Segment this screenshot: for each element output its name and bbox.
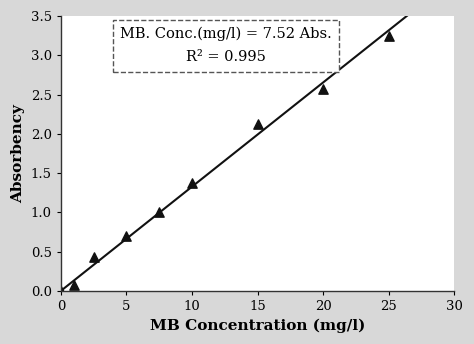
Point: [123, 233, 130, 239]
Point: [70, 282, 78, 287]
X-axis label: MB Concentration (mg/l): MB Concentration (mg/l): [150, 319, 365, 333]
Point: [57, 288, 64, 294]
Point: [155, 209, 163, 215]
Text: MB. Conc.(mg/l) = 7.52 Abs.
R² = 0.995: MB. Conc.(mg/l) = 7.52 Abs. R² = 0.995: [120, 27, 332, 64]
Point: [188, 180, 196, 185]
Y-axis label: Absorbency: Absorbency: [11, 104, 25, 203]
Point: [254, 121, 262, 127]
Point: [385, 33, 392, 39]
Point: [319, 86, 327, 92]
Point: [90, 255, 98, 260]
